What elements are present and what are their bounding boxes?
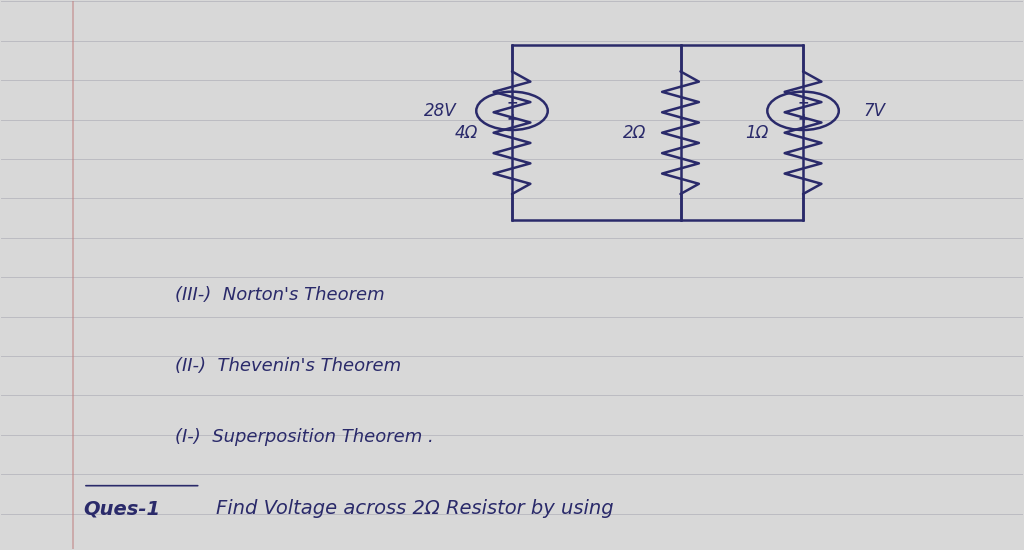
Text: +: + (798, 112, 809, 126)
Text: +: + (506, 112, 518, 126)
Text: 4Ω: 4Ω (455, 124, 478, 142)
Text: 2Ω: 2Ω (623, 124, 646, 142)
Text: Ques-1: Ques-1 (83, 499, 160, 518)
Text: (III-)  Norton's Theorem: (III-) Norton's Theorem (175, 286, 385, 304)
Text: −: − (506, 95, 518, 109)
Text: (II-)  Thevenin's Theorem: (II-) Thevenin's Theorem (175, 357, 401, 375)
Text: −: − (798, 95, 809, 109)
Text: (I-)  Superposition Theorem .: (I-) Superposition Theorem . (175, 428, 434, 446)
Text: Find Voltage across 2Ω Resistor by using: Find Voltage across 2Ω Resistor by using (216, 499, 613, 518)
Text: 1Ω: 1Ω (745, 124, 769, 142)
Text: 28V: 28V (424, 102, 457, 120)
Text: 7V: 7V (863, 102, 886, 120)
